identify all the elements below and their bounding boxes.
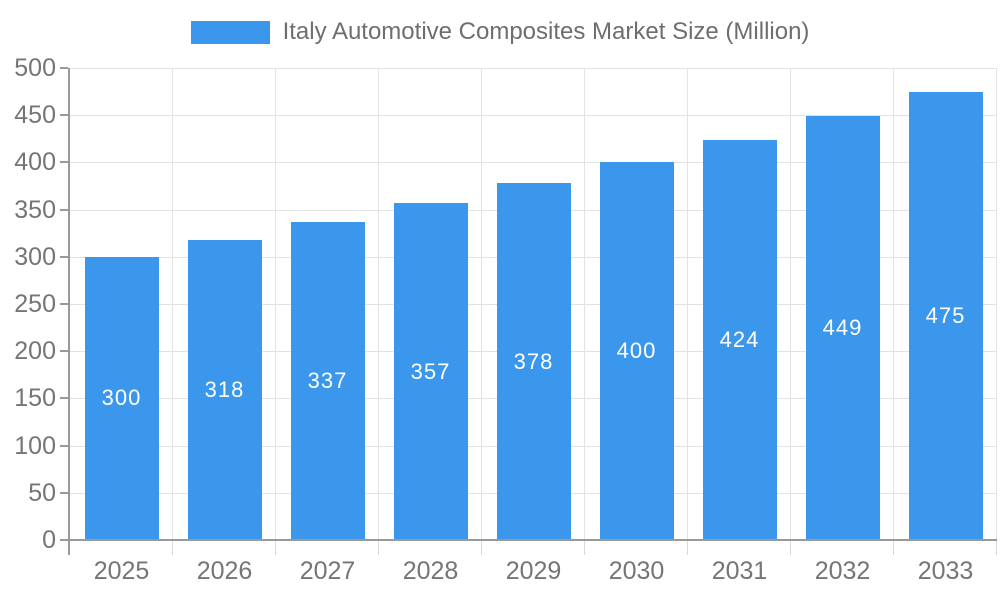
vertical-gridline <box>996 68 997 540</box>
y-axis-tick <box>60 444 68 447</box>
bar-value-label: 337 <box>307 367 348 393</box>
bar: 424 <box>702 139 777 540</box>
x-axis-tick <box>275 541 276 555</box>
x-axis-tick <box>378 541 379 555</box>
vertical-gridline <box>687 68 688 540</box>
x-axis-tick <box>893 541 894 555</box>
bar-value-label: 400 <box>616 338 657 364</box>
vertical-gridline <box>275 68 276 540</box>
y-axis-tick-label: 400 <box>14 148 56 177</box>
y-axis-tick <box>60 397 68 400</box>
x-axis-tick-label: 2028 <box>402 557 459 585</box>
x-axis-tick-label: 2033 <box>917 557 974 585</box>
x-axis-tick-label: 2030 <box>608 557 665 585</box>
bar: 318 <box>187 239 262 540</box>
y-axis-tick-label: 500 <box>14 54 56 82</box>
bar: 475 <box>908 91 983 540</box>
x-axis-line <box>68 539 997 541</box>
bar: 300 <box>84 256 159 540</box>
bar: 337 <box>290 221 365 540</box>
y-axis-tick <box>60 208 68 211</box>
vertical-gridline <box>584 68 585 540</box>
y-axis-tick <box>60 303 68 305</box>
vertical-gridline <box>378 68 379 540</box>
y-axis-tick-label: 150 <box>14 384 56 413</box>
x-axis-tick <box>687 541 688 555</box>
bar: 357 <box>393 203 468 540</box>
y-axis-tick-label: 250 <box>14 290 56 318</box>
y-axis-line <box>68 68 70 555</box>
x-axis-tick-label: 2027 <box>299 557 356 585</box>
legend-swatch <box>190 20 270 44</box>
vertical-gridline <box>172 68 173 540</box>
bar-value-label: 378 <box>513 348 554 374</box>
horizontal-gridline <box>70 115 997 117</box>
legend-label: Italy Automotive Composites Market Size … <box>282 18 810 45</box>
y-axis-tick <box>60 67 68 69</box>
x-axis-tick <box>790 541 791 555</box>
x-axis-tick-label: 2031 <box>711 557 768 585</box>
bar: 400 <box>599 162 674 540</box>
vertical-gridline <box>790 68 791 540</box>
y-axis-tick-label: 300 <box>14 242 56 271</box>
bar-value-label: 449 <box>822 315 863 341</box>
bar-value-label: 318 <box>204 376 245 402</box>
x-axis-tick <box>172 541 173 555</box>
x-axis-tick <box>481 541 482 555</box>
bar: 378 <box>496 183 571 540</box>
y-axis-tick <box>60 255 68 258</box>
x-axis-tick-label: 2026 <box>196 557 253 585</box>
x-axis-tick-label: 2025 <box>93 557 150 585</box>
y-axis-tick-label: 350 <box>14 195 56 224</box>
y-axis-tick <box>60 491 68 494</box>
bar: 449 <box>805 116 880 540</box>
vertical-gridline <box>481 68 482 540</box>
y-axis-tick <box>60 161 68 164</box>
bar-value-label: 300 <box>101 385 142 411</box>
x-axis-tick <box>996 541 997 555</box>
bar-value-label: 357 <box>410 358 451 384</box>
legend[interactable]: Italy Automotive Composites Market Size … <box>0 16 1000 48</box>
x-axis-tick-label: 2032 <box>814 557 871 585</box>
bar-value-label: 475 <box>925 302 966 328</box>
y-axis-tick <box>60 539 68 541</box>
y-axis-tick-label: 0 <box>42 526 56 554</box>
horizontal-gridline <box>70 68 997 69</box>
y-axis-tick-label: 100 <box>14 431 56 460</box>
vertical-gridline <box>893 68 894 540</box>
y-axis-tick <box>60 114 68 117</box>
y-axis-tick <box>60 350 68 353</box>
x-axis-tick <box>584 541 585 555</box>
x-axis-tick-label: 2029 <box>505 557 562 585</box>
plot-area: 300 318 337 357 378 400 424 449 475 <box>60 67 997 555</box>
y-axis-tick-label: 450 <box>14 101 56 130</box>
y-axis-tick-label: 50 <box>28 478 56 507</box>
bar-value-label: 424 <box>719 326 760 352</box>
y-axis-tick-label: 200 <box>14 337 56 366</box>
horizontal-gridline <box>70 162 997 164</box>
